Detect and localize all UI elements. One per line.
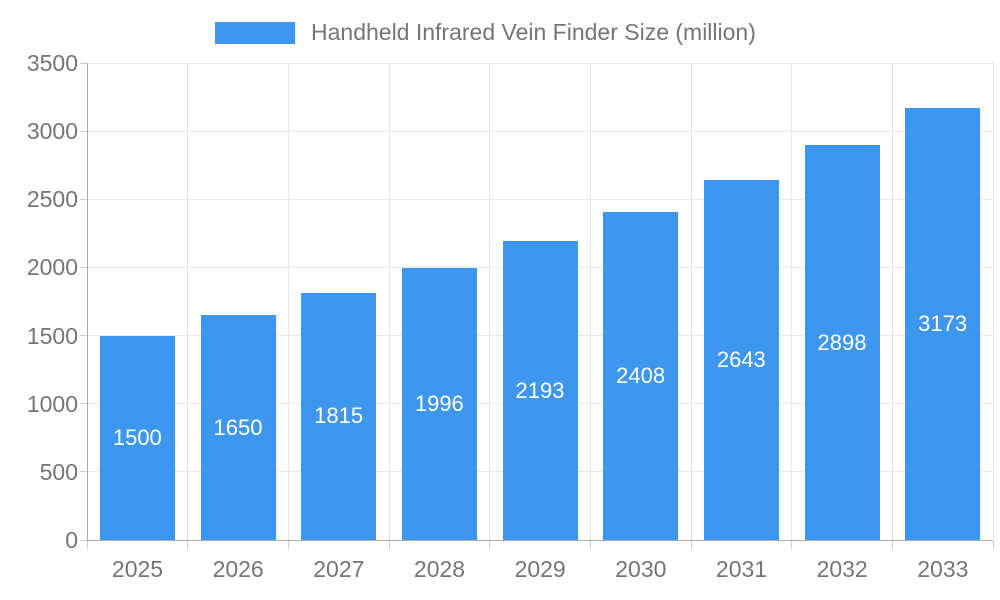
x-axis-label: 2028 [413, 556, 466, 582]
y-axis-label: 3500 [26, 50, 78, 76]
y-axis-label: 2500 [26, 186, 78, 213]
y-axis-tick [80, 471, 87, 473]
gridline-horizontal [87, 198, 993, 200]
x-axis-line [87, 540, 993, 541]
x-axis-tick [388, 541, 390, 549]
y-axis-tick [80, 403, 87, 405]
x-axis-label: 2029 [514, 556, 566, 582]
x-axis-tick [489, 541, 491, 549]
y-axis-tick [80, 130, 87, 132]
y-axis-tick [80, 198, 87, 200]
x-axis-label: 2033 [917, 556, 969, 582]
y-axis-line [87, 63, 88, 548]
x-axis-tick [791, 541, 793, 549]
bar-2030[interactable]: 2408 [603, 211, 679, 540]
plot-area: 1500 1650 1815 1996 2193 2408 2643 2898 3173 [87, 62, 994, 540]
gridline-vertical [690, 63, 692, 540]
y-axis-label: 3000 [26, 118, 78, 145]
x-axis-label: 2027 [313, 556, 365, 582]
x-axis-tick [891, 541, 893, 549]
y-axis-label: 2000 [26, 254, 78, 281]
gridline-vertical [489, 63, 491, 540]
gridline-vertical [891, 63, 893, 540]
x-axis-tick [187, 541, 189, 549]
gridline-vertical [992, 63, 994, 540]
x-axis-label: 2031 [715, 556, 768, 582]
bar-2027[interactable]: 1815 [301, 292, 377, 540]
bar-2033[interactable]: 3173 [905, 107, 981, 540]
bar-2031[interactable]: 2643 [703, 179, 779, 540]
x-axis-label: 2025 [111, 556, 164, 582]
bar-value-label: 1650 [213, 414, 263, 440]
x-axis-label: 2032 [816, 556, 868, 582]
bar-2032[interactable]: 2898 [804, 145, 880, 540]
y-axis-tick [80, 62, 87, 64]
x-axis-tick [86, 541, 88, 549]
bar-value-label: 1500 [112, 424, 162, 450]
x-axis-tick [589, 541, 591, 549]
gridline-horizontal [87, 130, 993, 132]
legend-swatch [215, 21, 295, 44]
bar-2026[interactable]: 1650 [200, 315, 276, 540]
y-axis-tick [80, 335, 87, 337]
x-axis-label: 2026 [212, 556, 264, 582]
y-axis-label: 0 [65, 527, 78, 553]
y-axis-tick [80, 539, 87, 541]
bar-value-label: 2643 [716, 346, 766, 372]
y-axis-tick [80, 266, 87, 268]
bar-value-label: 1996 [414, 390, 464, 416]
gridline-vertical [388, 63, 390, 540]
bar-value-label: 3173 [918, 310, 968, 336]
x-axis-tick [287, 541, 289, 549]
gridline-horizontal [87, 62, 993, 64]
y-axis-label: 500 [39, 458, 78, 485]
bar-value-label: 2193 [515, 377, 565, 403]
legend-label: Handheld Infrared Vein Finder Size (mill… [311, 19, 756, 45]
y-axis-label: 1500 [26, 322, 78, 349]
bar-value-label: 2408 [616, 362, 666, 388]
bar-2025[interactable]: 1500 [99, 335, 175, 540]
x-axis-tick [992, 541, 994, 549]
bar-2029[interactable]: 2193 [502, 241, 578, 540]
bar-2028[interactable]: 1996 [401, 267, 477, 540]
gridline-vertical [187, 63, 189, 540]
x-axis-label: 2030 [615, 556, 667, 582]
bar-value-label: 2898 [817, 329, 867, 355]
gridline-vertical [287, 63, 289, 540]
y-axis-label: 1000 [26, 390, 78, 417]
bar-value-label: 1815 [314, 403, 364, 429]
gridline-vertical [791, 63, 793, 540]
x-axis-tick [690, 541, 692, 549]
legend-item[interactable]: Handheld Infrared Vein Finder Size (mill… [215, 19, 756, 46]
gridline-vertical [589, 63, 591, 540]
